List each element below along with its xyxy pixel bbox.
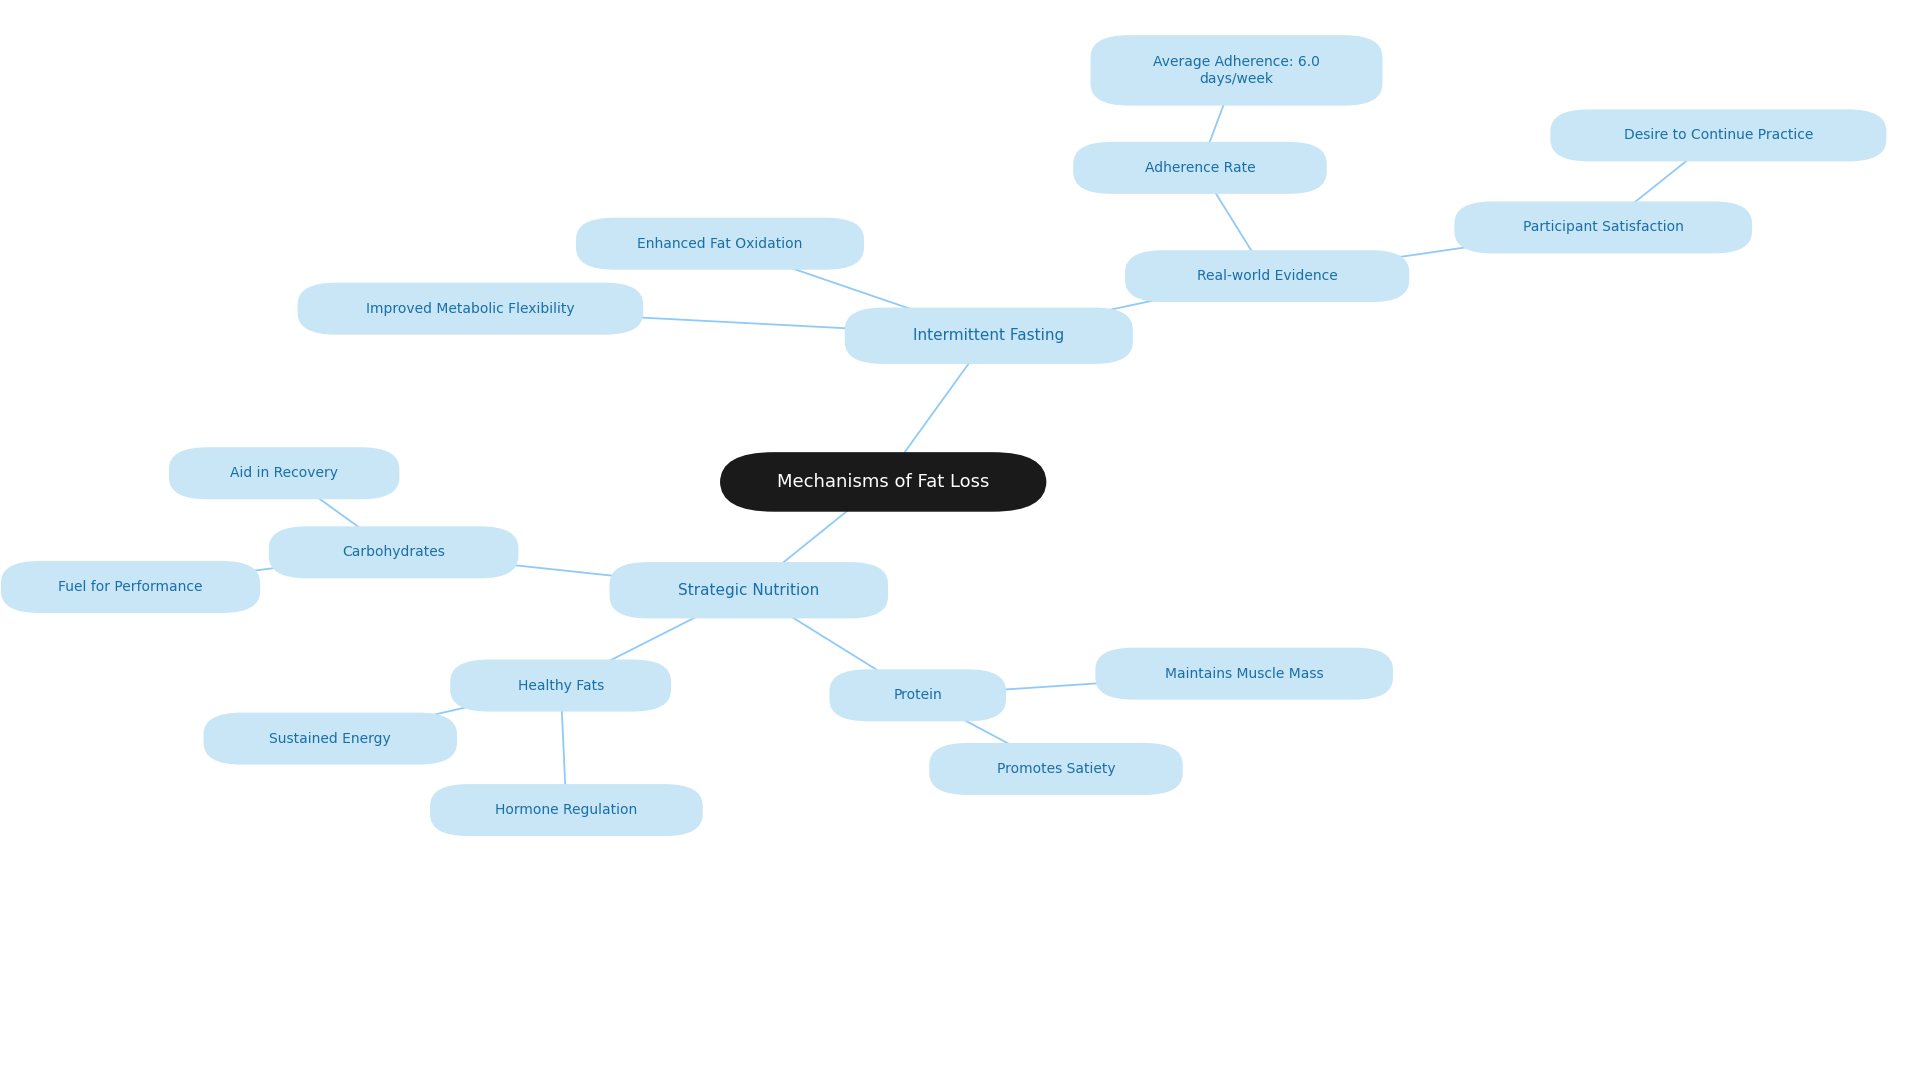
Text: Average Adherence: 6.0
days/week: Average Adherence: 6.0 days/week <box>1154 55 1319 86</box>
FancyBboxPatch shape <box>449 660 672 712</box>
Text: Aid in Recovery: Aid in Recovery <box>230 467 338 480</box>
Text: Adherence Rate: Adherence Rate <box>1144 161 1256 174</box>
Text: Desire to Continue Practice: Desire to Continue Practice <box>1624 129 1812 142</box>
Text: Strategic Nutrition: Strategic Nutrition <box>678 583 820 598</box>
FancyBboxPatch shape <box>829 669 1006 721</box>
Text: Carbohydrates: Carbohydrates <box>342 546 445 559</box>
FancyBboxPatch shape <box>845 308 1133 364</box>
FancyBboxPatch shape <box>1094 648 1394 700</box>
Text: Hormone Regulation: Hormone Regulation <box>495 804 637 817</box>
FancyBboxPatch shape <box>1455 201 1751 253</box>
FancyBboxPatch shape <box>720 452 1046 511</box>
FancyBboxPatch shape <box>169 447 399 499</box>
FancyBboxPatch shape <box>298 283 643 335</box>
FancyBboxPatch shape <box>1551 109 1885 161</box>
Text: Protein: Protein <box>893 689 943 702</box>
Text: Promotes Satiety: Promotes Satiety <box>996 762 1116 775</box>
Text: Mechanisms of Fat Loss: Mechanisms of Fat Loss <box>778 473 989 491</box>
Text: Intermittent Fasting: Intermittent Fasting <box>914 328 1064 343</box>
Text: Improved Metabolic Flexibility: Improved Metabolic Flexibility <box>367 302 574 315</box>
Text: Sustained Energy: Sustained Energy <box>269 732 392 745</box>
FancyBboxPatch shape <box>1125 250 1409 302</box>
Text: Maintains Muscle Mass: Maintains Muscle Mass <box>1165 667 1323 680</box>
Text: Fuel for Performance: Fuel for Performance <box>58 580 204 593</box>
FancyBboxPatch shape <box>576 218 864 270</box>
Text: Healthy Fats: Healthy Fats <box>518 679 603 692</box>
FancyBboxPatch shape <box>269 526 518 578</box>
Text: Real-world Evidence: Real-world Evidence <box>1196 270 1338 283</box>
FancyBboxPatch shape <box>2 561 261 613</box>
FancyBboxPatch shape <box>929 743 1183 795</box>
Text: Participant Satisfaction: Participant Satisfaction <box>1523 221 1684 234</box>
FancyBboxPatch shape <box>1091 35 1382 105</box>
FancyBboxPatch shape <box>611 562 887 618</box>
FancyBboxPatch shape <box>204 713 457 765</box>
FancyBboxPatch shape <box>1073 142 1327 194</box>
FancyBboxPatch shape <box>430 784 703 836</box>
Text: Enhanced Fat Oxidation: Enhanced Fat Oxidation <box>637 237 803 250</box>
